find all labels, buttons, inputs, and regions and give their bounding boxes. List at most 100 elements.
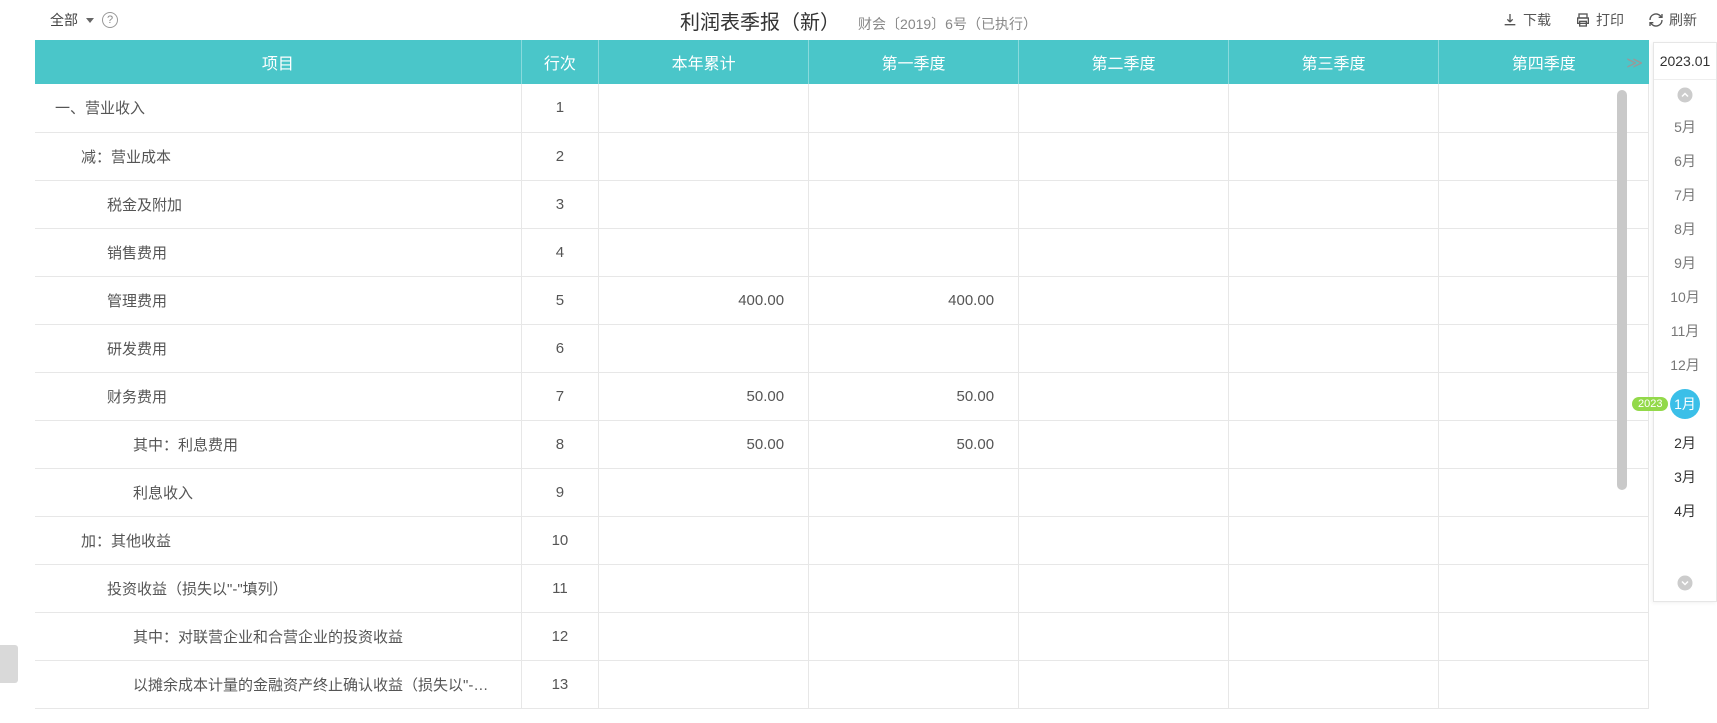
- scroll-down-icon[interactable]: [1676, 568, 1694, 601]
- value-cell[interactable]: [1229, 372, 1439, 420]
- value-cell[interactable]: [1019, 660, 1229, 708]
- month-item[interactable]: 4月: [1674, 501, 1696, 521]
- page-subtitle: 财会〔2019〕6号（已执行）: [858, 14, 1037, 34]
- value-cell[interactable]: [809, 564, 1019, 612]
- value-cell[interactable]: [809, 84, 1019, 132]
- value-cell[interactable]: [1229, 180, 1439, 228]
- value-cell[interactable]: 50.00: [599, 372, 809, 420]
- value-cell[interactable]: [1019, 228, 1229, 276]
- value-cell[interactable]: [1019, 132, 1229, 180]
- value-cell[interactable]: 400.00: [809, 276, 1019, 324]
- month-item[interactable]: 9月: [1674, 253, 1696, 273]
- month-item[interactable]: 5月: [1674, 117, 1696, 137]
- help-icon[interactable]: ?: [102, 12, 118, 28]
- table-row[interactable]: 利息收入9: [35, 468, 1649, 516]
- month-item[interactable]: 6月: [1674, 151, 1696, 171]
- month-item[interactable]: 2月: [1674, 433, 1696, 453]
- value-cell[interactable]: [1019, 612, 1229, 660]
- filter-dropdown[interactable]: 全部 ?: [50, 10, 118, 30]
- value-cell[interactable]: [1019, 420, 1229, 468]
- value-cell[interactable]: [809, 468, 1019, 516]
- value-cell[interactable]: [599, 516, 809, 564]
- value-cell[interactable]: [1229, 324, 1439, 372]
- table-row[interactable]: 减：营业成本2: [35, 132, 1649, 180]
- value-cell[interactable]: [809, 180, 1019, 228]
- value-cell[interactable]: [1229, 564, 1439, 612]
- value-cell[interactable]: [599, 132, 809, 180]
- value-cell[interactable]: [1229, 612, 1439, 660]
- month-item[interactable]: 12月: [1670, 355, 1700, 375]
- value-cell[interactable]: [1229, 660, 1439, 708]
- value-cell[interactable]: [809, 660, 1019, 708]
- value-cell[interactable]: [599, 324, 809, 372]
- month-item[interactable]: 1月2023: [1670, 389, 1700, 419]
- column-header: 项目: [35, 40, 521, 84]
- table-row[interactable]: 税金及附加3: [35, 180, 1649, 228]
- value-cell[interactable]: 400.00: [599, 276, 809, 324]
- value-cell[interactable]: [1019, 324, 1229, 372]
- value-cell[interactable]: [599, 228, 809, 276]
- value-cell[interactable]: [809, 228, 1019, 276]
- table-row[interactable]: 其中：利息费用850.0050.00: [35, 420, 1649, 468]
- table-row[interactable]: 加：其他收益10: [35, 516, 1649, 564]
- table-row[interactable]: 其中：对联营企业和合营企业的投资收益12: [35, 612, 1649, 660]
- value-cell[interactable]: [1019, 84, 1229, 132]
- value-cell[interactable]: [1438, 564, 1648, 612]
- value-cell[interactable]: [1229, 228, 1439, 276]
- scroll-up-icon[interactable]: [1676, 80, 1694, 113]
- month-item[interactable]: 3月: [1674, 467, 1696, 487]
- value-cell[interactable]: [1019, 516, 1229, 564]
- download-button[interactable]: 下载: [1502, 10, 1551, 30]
- value-cell[interactable]: [1019, 372, 1229, 420]
- value-cell[interactable]: [599, 468, 809, 516]
- value-cell[interactable]: [809, 324, 1019, 372]
- value-cell[interactable]: [1019, 180, 1229, 228]
- value-cell[interactable]: [1019, 468, 1229, 516]
- column-header: 本年累计: [599, 40, 809, 84]
- value-cell[interactable]: [599, 180, 809, 228]
- item-cell: 投资收益（损失以"-"填列）: [35, 564, 521, 612]
- left-collapse-tab[interactable]: [0, 645, 18, 683]
- value-cell[interactable]: [599, 660, 809, 708]
- value-cell[interactable]: [599, 612, 809, 660]
- row-number: 2: [521, 132, 598, 180]
- item-cell: 减：营业成本: [35, 132, 521, 180]
- month-item[interactable]: 7月: [1674, 185, 1696, 205]
- value-cell[interactable]: [1019, 276, 1229, 324]
- table-scrollbar[interactable]: [1617, 90, 1627, 490]
- table-row[interactable]: 投资收益（损失以"-"填列）11: [35, 564, 1649, 612]
- toolbar: 全部 ? 利润表季报（新） 财会〔2019〕6号（已执行） 下载 打印 刷新: [0, 0, 1717, 40]
- value-cell[interactable]: [1229, 516, 1439, 564]
- value-cell[interactable]: [1229, 84, 1439, 132]
- value-cell[interactable]: 50.00: [809, 372, 1019, 420]
- value-cell[interactable]: [1229, 132, 1439, 180]
- table-row[interactable]: 财务费用750.0050.00: [35, 372, 1649, 420]
- value-cell[interactable]: [599, 564, 809, 612]
- month-item[interactable]: 11月: [1671, 321, 1700, 341]
- print-button[interactable]: 打印: [1575, 10, 1624, 30]
- value-cell[interactable]: [1438, 516, 1648, 564]
- expand-arrow-icon[interactable]: ≫: [1626, 53, 1643, 73]
- value-cell[interactable]: [1229, 276, 1439, 324]
- value-cell[interactable]: [809, 612, 1019, 660]
- value-cell[interactable]: [1019, 564, 1229, 612]
- value-cell[interactable]: [599, 84, 809, 132]
- value-cell[interactable]: [809, 516, 1019, 564]
- refresh-button[interactable]: 刷新: [1648, 10, 1697, 30]
- table-body: 一、营业收入1减：营业成本2税金及附加3销售费用4管理费用5400.00400.…: [35, 84, 1649, 708]
- table-row[interactable]: 销售费用4: [35, 228, 1649, 276]
- value-cell[interactable]: [1229, 420, 1439, 468]
- value-cell[interactable]: [1438, 660, 1648, 708]
- item-cell: 加：其他收益: [35, 516, 521, 564]
- value-cell[interactable]: 50.00: [599, 420, 809, 468]
- value-cell[interactable]: 50.00: [809, 420, 1019, 468]
- table-row[interactable]: 研发费用6: [35, 324, 1649, 372]
- value-cell[interactable]: [1229, 468, 1439, 516]
- table-row[interactable]: 一、营业收入1: [35, 84, 1649, 132]
- month-item[interactable]: 8月: [1674, 219, 1696, 239]
- table-row[interactable]: 管理费用5400.00400.00: [35, 276, 1649, 324]
- month-item[interactable]: 10月: [1670, 287, 1700, 307]
- value-cell[interactable]: [809, 132, 1019, 180]
- value-cell[interactable]: [1438, 612, 1648, 660]
- table-row[interactable]: 以摊余成本计量的金融资产终止确认收益（损失以"-…13: [35, 660, 1649, 708]
